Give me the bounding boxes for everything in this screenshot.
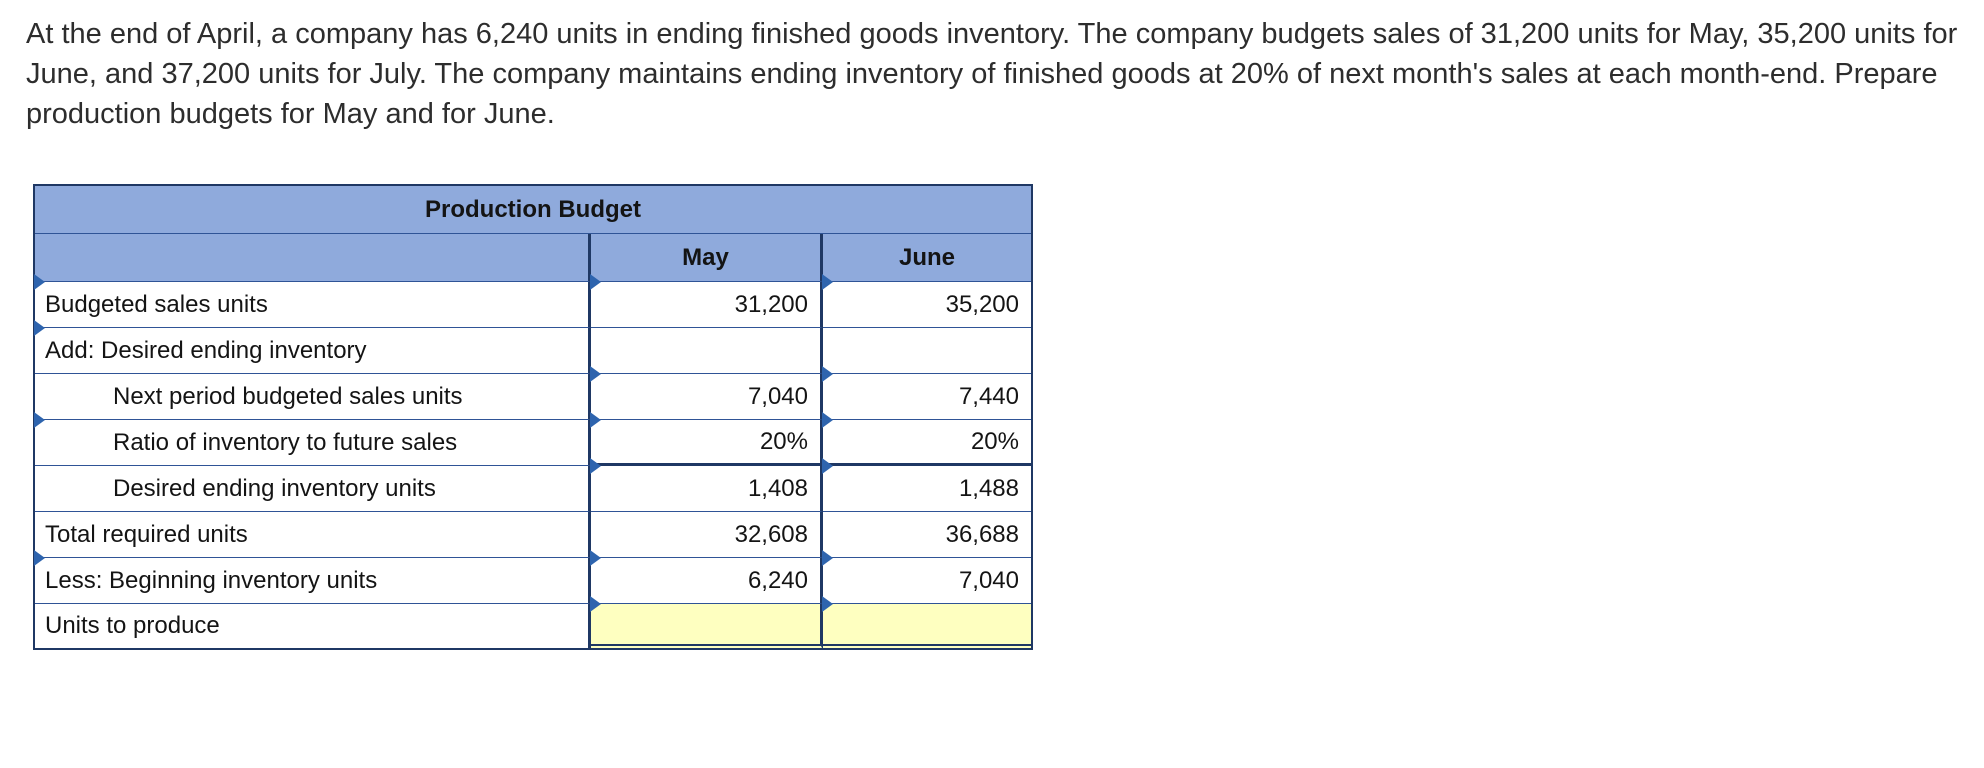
june-value: 7,040 <box>958 566 1019 594</box>
row-label: Desired ending inventory units <box>35 466 591 513</box>
may-value: 7,040 <box>747 382 808 410</box>
june-value-cell[interactable]: 7,040 <box>822 550 1031 605</box>
table-row: Desired ending inventory units 1,408 1,4… <box>35 458 1031 513</box>
june-value: 35,200 <box>945 290 1019 318</box>
may-value-cell: 32,608 <box>591 512 823 559</box>
problem-text: At the end of April, a company has 6,240… <box>26 18 1958 131</box>
column-header-may: May <box>591 234 823 283</box>
june-value-cell[interactable]: 35,200 <box>822 274 1031 329</box>
may-value-cell[interactable]: 31,200 <box>590 274 823 329</box>
row-label-text: Total required units <box>45 520 248 548</box>
june-value-cell[interactable]: 7,440 <box>822 366 1031 421</box>
row-label[interactable]: Add: Desired ending inventory <box>34 320 591 375</box>
may-value: 20% <box>759 427 808 455</box>
table-row: Less: Beginning inventory units 6,240 7,… <box>34 550 1031 605</box>
row-label: Total required units <box>35 512 591 559</box>
june-value-cell: 36,688 <box>823 512 1031 559</box>
table-row: Budgeted sales units 31,200 35,200 <box>34 274 1031 329</box>
may-value-cell <box>591 328 823 375</box>
table-title: Production Budget <box>35 186 1031 235</box>
table-row: Ratio of inventory to future sales 20% 2… <box>34 412 1031 467</box>
table-row: Add: Desired ending inventory <box>34 320 1031 375</box>
table-header-row: May June <box>35 234 1031 283</box>
row-label[interactable]: Budgeted sales units <box>34 274 591 329</box>
row-label-text: Less: Beginning inventory units <box>45 566 378 594</box>
row-label: Next period budgeted sales units <box>35 374 591 421</box>
row-label-text: Next period budgeted sales units <box>113 382 463 410</box>
row-label-text: Ratio of inventory to future sales <box>113 428 458 456</box>
row-label-text: Add: Desired ending inventory <box>45 336 367 364</box>
table-row: Total required units 32,608 36,688 <box>35 512 1031 559</box>
row-label: Units to produce <box>35 604 591 651</box>
column-header-june: June <box>823 234 1031 283</box>
row-label[interactable]: Ratio of inventory to future sales <box>34 412 591 467</box>
table-row: Units to produce <box>35 596 1031 651</box>
june-value: 7,440 <box>958 382 1019 410</box>
row-label[interactable]: Less: Beginning inventory units <box>34 550 591 605</box>
may-value-cell[interactable]: 1,408 <box>590 458 823 513</box>
may-value: 6,240 <box>747 566 808 594</box>
june-value: 36,688 <box>945 520 1019 548</box>
table-row: Next period budgeted sales units 7,040 7… <box>35 366 1031 421</box>
column-header-blank <box>35 234 591 283</box>
production-budget-table: Production Budget May June Budgeted sale… <box>33 184 1033 651</box>
may-value-cell[interactable]: 7,040 <box>590 366 823 421</box>
may-input-cell[interactable] <box>590 596 823 651</box>
table-title-row: Production Budget <box>35 186 1031 235</box>
june-value: 1,488 <box>958 474 1019 502</box>
row-label-text: Budgeted sales units <box>45 290 268 318</box>
june-value-cell[interactable]: 20% <box>822 412 1031 467</box>
may-value: 31,200 <box>734 290 808 318</box>
june-value: 20% <box>970 427 1019 455</box>
row-label-text: Desired ending inventory units <box>113 474 436 502</box>
may-value: 1,408 <box>747 474 808 502</box>
row-label-text: Units to produce <box>45 612 220 640</box>
june-input-cell[interactable] <box>822 596 1031 651</box>
june-value-cell[interactable]: 1,488 <box>822 458 1031 513</box>
may-value: 32,608 <box>734 520 808 548</box>
may-value-cell[interactable]: 20% <box>590 412 823 467</box>
may-value-cell[interactable]: 6,240 <box>590 550 823 605</box>
june-value-cell <box>823 328 1031 375</box>
